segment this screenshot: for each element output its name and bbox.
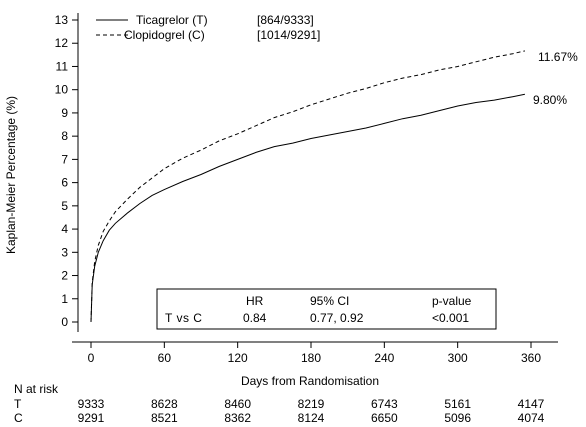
legend-label-ticagrelor: Ticagrelor (T) — [136, 13, 208, 27]
y-tick-label: 4 — [61, 222, 68, 236]
stats-hr-value: 0.84 — [243, 311, 267, 325]
y-tick-label: 12 — [55, 36, 69, 50]
y-tick-label: 5 — [61, 199, 68, 213]
series-line-clopidogrel — [90, 50, 526, 323]
at-risk-value-t: 9333 — [78, 397, 105, 411]
at-risk-value-t: 8460 — [224, 397, 251, 411]
x-tick-label: 0 — [88, 351, 95, 365]
at-risk-value-c: 8362 — [224, 411, 251, 425]
at-risk-value-t: 8628 — [151, 397, 178, 411]
at-risk-value-c: 5096 — [444, 411, 471, 425]
hazard-ratio-box: HR 95% CI p-value T vs C 0.84 0.77, 0.92… — [156, 288, 497, 330]
legend-label-clopidogrel: Clopidogrel (C) — [124, 28, 205, 42]
stats-ci-value: 0.77, 0.92 — [310, 311, 364, 325]
y-tick-label: 7 — [61, 152, 68, 166]
at-risk-value-c: 8521 — [151, 411, 178, 425]
x-tick-label: 60 — [158, 351, 172, 365]
legend: Ticagrelor (T) [864/9333] Clopidogrel (C… — [96, 13, 320, 42]
y-tick-label: 6 — [61, 176, 68, 190]
at-risk-row-label-c: C — [14, 411, 23, 425]
x-tick-label: 120 — [228, 351, 248, 365]
at-risk-title: N at risk — [14, 382, 59, 396]
at-risk-value-c: 8124 — [298, 411, 325, 425]
y-tick-label: 10 — [55, 83, 69, 97]
y-axis-label: Kaplan-Meier Percentage (%) — [4, 96, 18, 254]
y-tick-label: 8 — [61, 129, 68, 143]
at-risk-table: N at risk T C 9333 8628 8460 8219 6743 5161 41… — [14, 382, 545, 425]
at-risk-value-c: 4074 — [518, 411, 545, 425]
y-tick-label: 9 — [61, 106, 68, 120]
y-tick-label: 13 — [55, 13, 69, 27]
stats-header-hr: HR — [246, 294, 264, 308]
stats-header-pvalue: p-value — [432, 294, 472, 308]
at-risk-value-t: 5161 — [444, 397, 471, 411]
x-tick-label: 360 — [521, 351, 541, 365]
y-tick-label: 3 — [61, 245, 68, 259]
series-layer — [90, 50, 526, 323]
at-risk-value-c: 9291 — [78, 411, 105, 425]
at-risk-value-t: 6743 — [371, 397, 398, 411]
y-tick-label: 11 — [56, 59, 69, 73]
y-tick-label: 1 — [61, 292, 68, 306]
y-tick-label: 2 — [61, 269, 68, 283]
stats-box-frame — [156, 288, 497, 330]
at-risk-values: 9333 8628 8460 8219 6743 5161 4147 9291 8521 8362… — [78, 397, 545, 425]
x-axis-ticks: 0 60 120 180 240 300 360 — [88, 342, 541, 365]
stats-header-ci: 95% CI — [310, 294, 349, 308]
end-label-clopidogrel: 11.67% — [538, 50, 578, 64]
at-risk-value-c: 6650 — [371, 411, 398, 425]
x-tick-label: 300 — [448, 351, 468, 365]
stats-row-label: T vs C — [165, 311, 202, 325]
at-risk-value-t: 8219 — [298, 397, 325, 411]
x-axis-label: Days from Randomisation — [241, 374, 379, 388]
at-risk-value-t: 4147 — [518, 397, 545, 411]
at-risk-row-label-t: T — [14, 397, 22, 411]
legend-events-clopidogrel: [1014/9291] — [257, 28, 320, 42]
legend-events-ticagrelor: [864/9333] — [257, 13, 314, 27]
x-tick-label: 180 — [301, 351, 321, 365]
end-label-ticagrelor: 9.80% — [533, 93, 567, 107]
y-tick-label: 0 — [61, 315, 68, 329]
stats-pvalue-value: <0.001 — [432, 311, 469, 325]
x-tick-label: 240 — [374, 351, 394, 365]
series-line-ticagrelor — [90, 93, 525, 323]
